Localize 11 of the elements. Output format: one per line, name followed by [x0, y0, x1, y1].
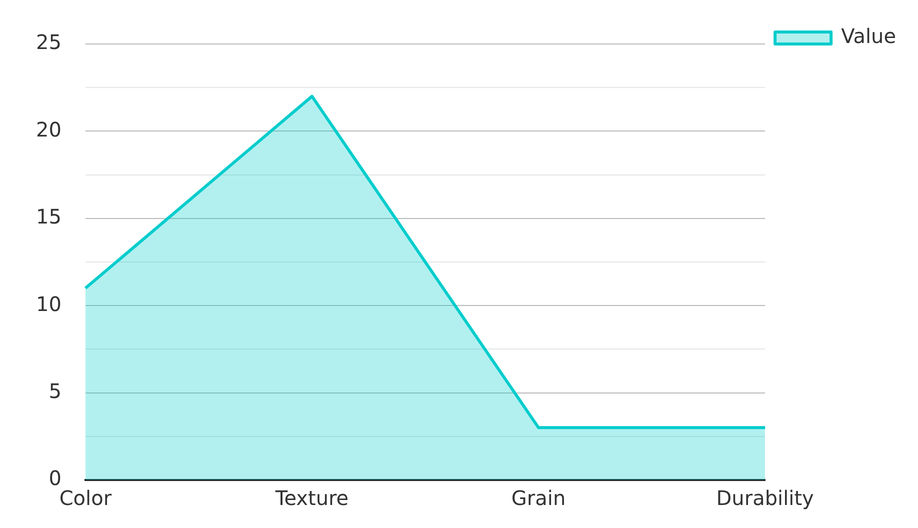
- y-tick-label: 15: [36, 204, 62, 229]
- x-tick-label: Texture: [274, 486, 349, 510]
- y-tick-label: 5: [48, 379, 62, 404]
- x-tick-label: Grain: [511, 486, 566, 510]
- x-tick-label: Color: [59, 486, 112, 510]
- y-tick-label: 25: [36, 30, 62, 54]
- y-tick-label: 10: [36, 292, 62, 316]
- y-tick-label: 20: [36, 117, 62, 142]
- x-tick-label: Durability: [716, 486, 814, 510]
- y-tick-label: 0: [48, 466, 62, 490]
- legend-label: Value: [841, 24, 896, 48]
